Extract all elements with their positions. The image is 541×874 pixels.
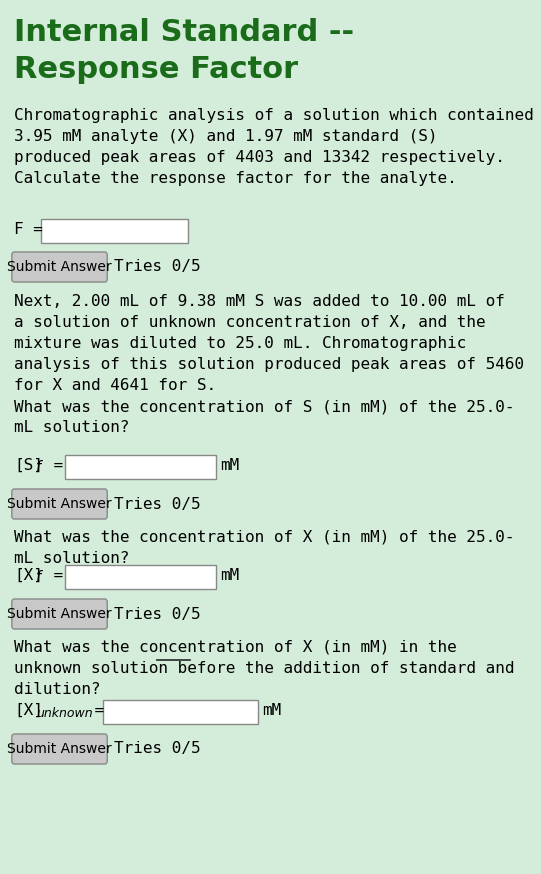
Text: Submit Answer: Submit Answer: [7, 497, 112, 511]
Text: Tries 0/5: Tries 0/5: [114, 607, 201, 621]
Text: Submit Answer: Submit Answer: [7, 260, 112, 274]
Text: mM: mM: [220, 568, 239, 583]
Text: f: f: [36, 460, 42, 475]
FancyBboxPatch shape: [102, 700, 258, 724]
Text: Submit Answer: Submit Answer: [7, 742, 112, 756]
Text: F =: F =: [14, 222, 52, 237]
Text: =: =: [44, 458, 73, 473]
Text: [S]: [S]: [14, 458, 43, 473]
Text: =: =: [85, 703, 114, 718]
FancyBboxPatch shape: [12, 734, 107, 764]
Text: Submit Answer: Submit Answer: [7, 607, 112, 621]
Text: What was the concentration of X (in mM) in the
unknown solution before the addit: What was the concentration of X (in mM) …: [14, 640, 514, 697]
Text: mM: mM: [262, 703, 281, 718]
Text: =: =: [44, 568, 73, 583]
Text: Tries 0/5: Tries 0/5: [114, 741, 201, 757]
Text: Tries 0/5: Tries 0/5: [114, 496, 201, 511]
Text: [X]: [X]: [14, 568, 43, 583]
Text: What was the concentration of X (in mM) of the 25.0-
mL solution?: What was the concentration of X (in mM) …: [14, 530, 514, 566]
Text: unknown: unknown: [36, 707, 93, 720]
Text: [X]: [X]: [14, 703, 43, 718]
Text: Tries 0/5: Tries 0/5: [114, 260, 201, 274]
Text: Chromatographic analysis of a solution which contained
3.95 mM analyte (X) and 1: Chromatographic analysis of a solution w…: [14, 108, 534, 186]
FancyBboxPatch shape: [12, 252, 107, 282]
FancyBboxPatch shape: [12, 599, 107, 629]
FancyBboxPatch shape: [41, 219, 188, 243]
Text: Internal Standard --: Internal Standard --: [14, 18, 354, 47]
FancyBboxPatch shape: [12, 489, 107, 519]
FancyBboxPatch shape: [65, 565, 216, 589]
FancyBboxPatch shape: [65, 455, 216, 479]
Text: Response Factor: Response Factor: [14, 55, 298, 84]
Text: f: f: [36, 570, 42, 585]
Text: Next, 2.00 mL of 9.38 mM S was added to 10.00 mL of
a solution of unknown concen: Next, 2.00 mL of 9.38 mM S was added to …: [14, 294, 524, 435]
Text: mM: mM: [220, 458, 239, 473]
